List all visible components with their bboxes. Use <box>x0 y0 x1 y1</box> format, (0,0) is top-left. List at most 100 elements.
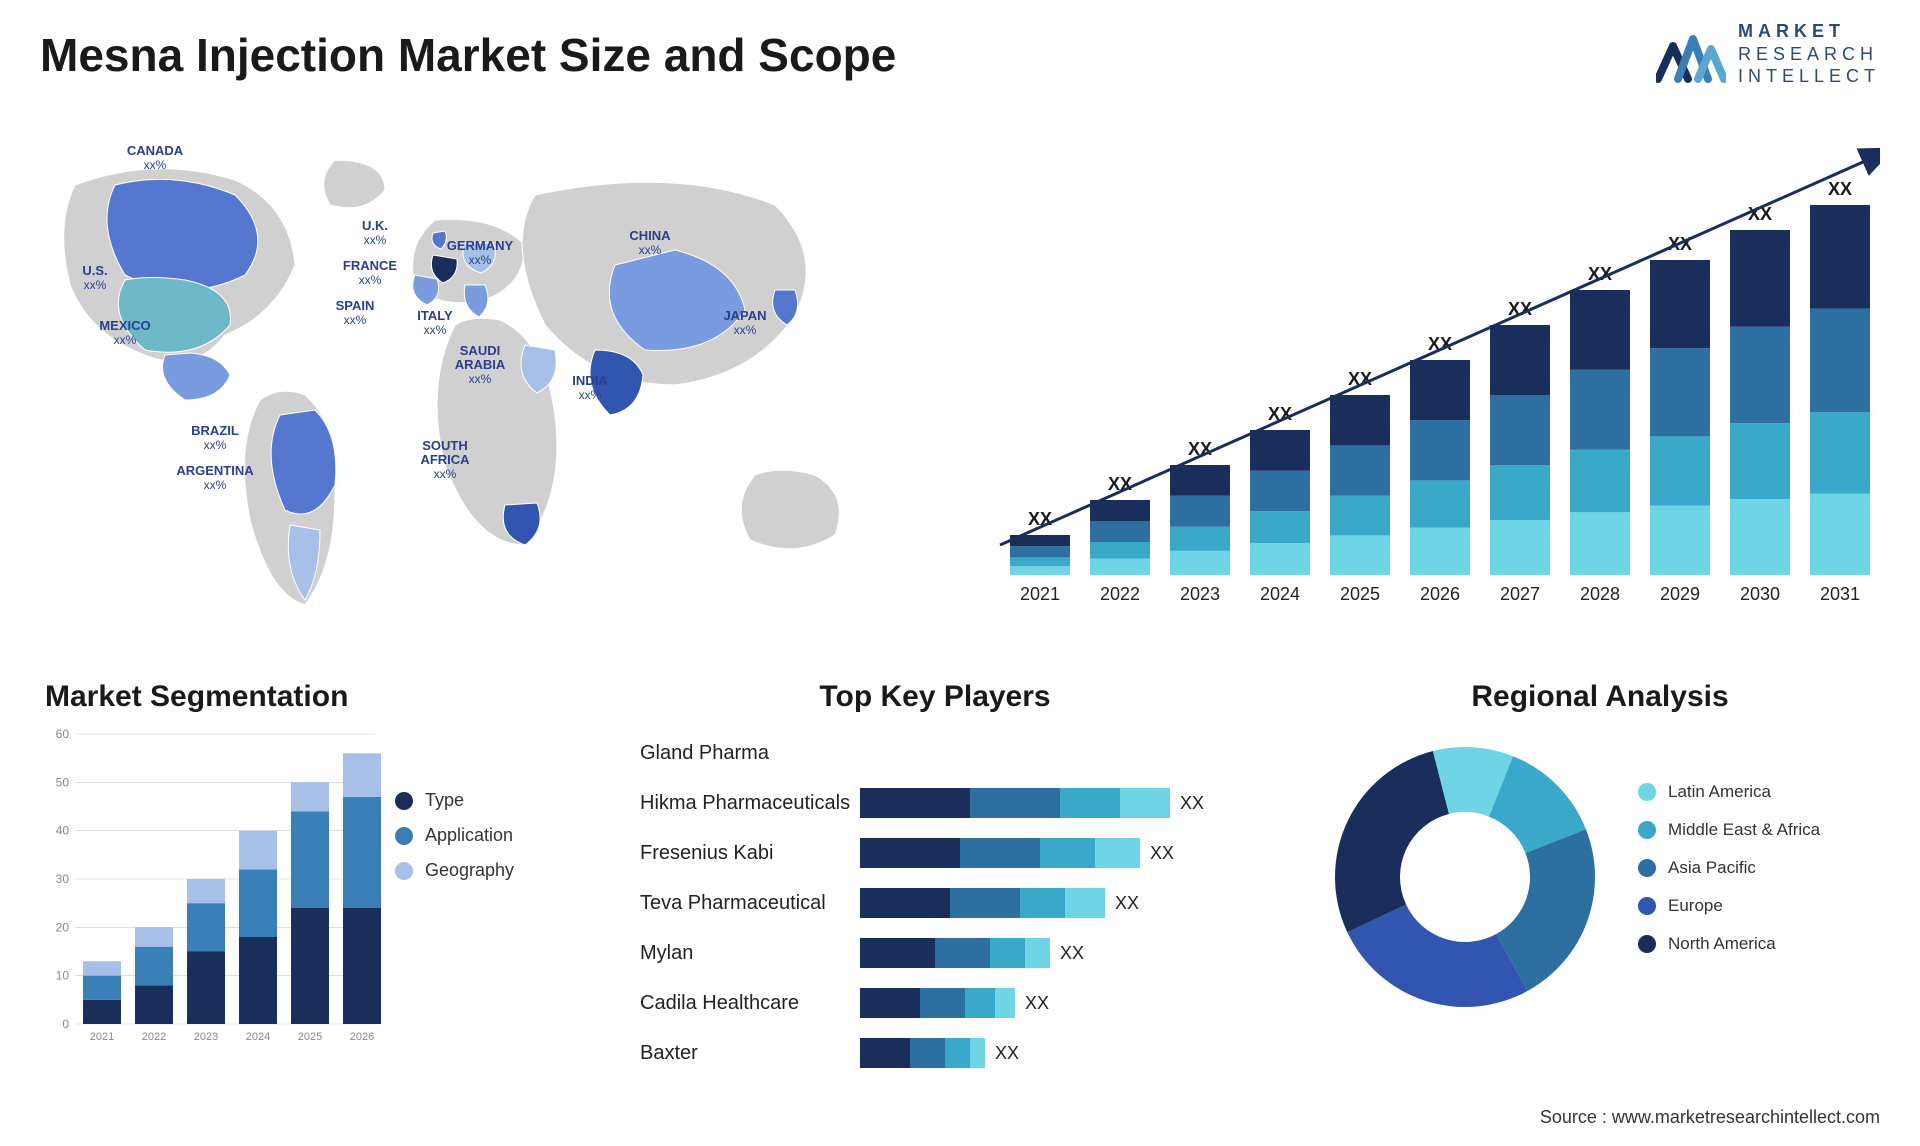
svg-text:CANADA: CANADA <box>127 143 184 158</box>
page-title: Mesna Injection Market Size and Scope <box>40 28 896 82</box>
player-bar-segment <box>935 938 990 968</box>
player-bar-segment <box>990 938 1025 968</box>
svg-text:2026: 2026 <box>350 1031 374 1043</box>
svg-text:SOUTH: SOUTH <box>422 438 468 453</box>
segmentation-title: Market Segmentation <box>45 680 585 714</box>
key-players-title: Top Key Players <box>640 680 1230 714</box>
legend-dot-icon <box>1638 859 1656 877</box>
player-bar-segment <box>960 838 1040 868</box>
segmentation-legend: TypeApplicationGeography <box>395 790 514 895</box>
svg-text:xx%: xx% <box>469 372 492 386</box>
svg-text:20: 20 <box>56 920 70 934</box>
player-bar-segment <box>860 838 960 868</box>
svg-text:2027: 2027 <box>1500 584 1540 604</box>
player-bar-segment <box>1095 838 1140 868</box>
player-bar-segment <box>910 1038 945 1068</box>
player-name: Fresenius Kabi <box>640 842 860 865</box>
player-bar: XX <box>860 838 1230 868</box>
svg-text:xx%: xx% <box>469 253 492 267</box>
player-bar: XX <box>860 888 1230 918</box>
svg-text:2025: 2025 <box>1340 584 1380 604</box>
player-name: Teva Pharmaceutical <box>640 892 860 915</box>
player-name: Gland Pharma <box>640 742 860 765</box>
player-bar-segment <box>1120 788 1170 818</box>
legend-item: Geography <box>395 860 514 881</box>
svg-text:MEXICO: MEXICO <box>99 318 150 333</box>
logo-text: MARKET RESEARCH INTELLECT <box>1738 20 1880 88</box>
legend-dot-icon <box>1638 783 1656 801</box>
legend-item: Application <box>395 825 514 846</box>
svg-text:FRANCE: FRANCE <box>343 258 397 273</box>
svg-text:ARABIA: ARABIA <box>455 357 506 372</box>
player-bar-segment <box>860 988 920 1018</box>
svg-text:SPAIN: SPAIN <box>336 298 375 313</box>
regional-donut-svg <box>1320 732 1610 1022</box>
key-players-list: Gland PharmaHikma PharmaceuticalsXXFrese… <box>640 728 1230 1078</box>
svg-text:xx%: xx% <box>639 243 662 257</box>
svg-text:xx%: xx% <box>204 478 227 492</box>
player-bar-segment <box>860 788 970 818</box>
world-map-svg: CANADAxx%U.S.xx%MEXICOxx%BRAZILxx%ARGENT… <box>35 125 905 645</box>
svg-text:ARGENTINA: ARGENTINA <box>176 463 254 478</box>
player-name: Cadila Healthcare <box>640 992 860 1015</box>
legend-dot-icon <box>395 827 413 845</box>
svg-text:40: 40 <box>56 824 70 838</box>
player-bar-segment <box>860 888 950 918</box>
player-row: Gland Pharma <box>640 728 1230 778</box>
player-bar-segment <box>945 1038 970 1068</box>
svg-text:2024: 2024 <box>1260 584 1300 604</box>
svg-text:INDIA: INDIA <box>572 373 608 388</box>
svg-text:XX: XX <box>1828 179 1852 199</box>
legend-dot-icon <box>1638 897 1656 915</box>
legend-label: Asia Pacific <box>1668 858 1756 878</box>
svg-text:xx%: xx% <box>734 323 757 337</box>
legend-item: Latin America <box>1638 782 1820 802</box>
svg-text:SAUDI: SAUDI <box>460 343 500 358</box>
svg-text:xx%: xx% <box>204 438 227 452</box>
logo-line2: RESEARCH <box>1738 43 1880 66</box>
player-bar: XX <box>860 788 1230 818</box>
regional-donut-wrap: Latin America Middle East & Africa Asia Pa… <box>1320 732 1880 1022</box>
svg-text:2029: 2029 <box>1660 584 1700 604</box>
player-row: BaxterXX <box>640 1028 1230 1078</box>
brand-logo: MARKET RESEARCH INTELLECT <box>1656 20 1880 88</box>
legend-label: Application <box>425 825 513 846</box>
svg-text:JAPAN: JAPAN <box>723 308 766 323</box>
svg-text:2022: 2022 <box>142 1031 166 1043</box>
legend-label: Europe <box>1668 896 1723 916</box>
player-name: Hikma Pharmaceuticals <box>640 792 860 815</box>
svg-text:xx%: xx% <box>84 278 107 292</box>
player-value: XX <box>1150 843 1174 864</box>
player-bar-segment <box>970 788 1060 818</box>
regional-title: Regional Analysis <box>1320 680 1880 714</box>
player-row: Fresenius Kabi XX <box>640 828 1230 878</box>
svg-text:xx%: xx% <box>579 388 602 402</box>
svg-text:U.S.: U.S. <box>82 263 107 278</box>
player-bar: XX <box>860 938 1230 968</box>
svg-text:2021: 2021 <box>90 1031 114 1043</box>
legend-dot-icon <box>395 862 413 880</box>
player-value: XX <box>995 1043 1019 1064</box>
segmentation-chart-svg: 0102030405060202120222023202420252026 <box>45 724 385 1054</box>
svg-text:2024: 2024 <box>246 1031 270 1043</box>
legend-dot-icon <box>395 792 413 810</box>
svg-text:GERMANY: GERMANY <box>447 238 514 253</box>
legend-item: Europe <box>1638 896 1820 916</box>
legend-item: North America <box>1638 934 1820 954</box>
regional-legend: Latin America Middle East & Africa Asia Pa… <box>1638 782 1820 972</box>
legend-label: Geography <box>425 860 514 881</box>
player-value: XX <box>1025 993 1049 1014</box>
svg-text:xx%: xx% <box>434 467 457 481</box>
svg-text:60: 60 <box>56 727 70 741</box>
logo-line3: INTELLECT <box>1738 65 1880 88</box>
svg-text:xx%: xx% <box>359 273 382 287</box>
svg-text:2028: 2028 <box>1580 584 1620 604</box>
legend-item: Middle East & Africa <box>1638 820 1820 840</box>
key-players-section: Top Key Players Gland Pharma Hikma Pharma… <box>640 680 1230 1078</box>
svg-text:2022: 2022 <box>1100 584 1140 604</box>
player-bar-segment <box>1065 888 1105 918</box>
svg-text:2023: 2023 <box>194 1031 218 1043</box>
svg-text:ITALY: ITALY <box>417 308 453 323</box>
world-map: CANADAxx%U.S.xx%MEXICOxx%BRAZILxx%ARGENT… <box>35 125 905 645</box>
player-bar-segment <box>860 938 935 968</box>
